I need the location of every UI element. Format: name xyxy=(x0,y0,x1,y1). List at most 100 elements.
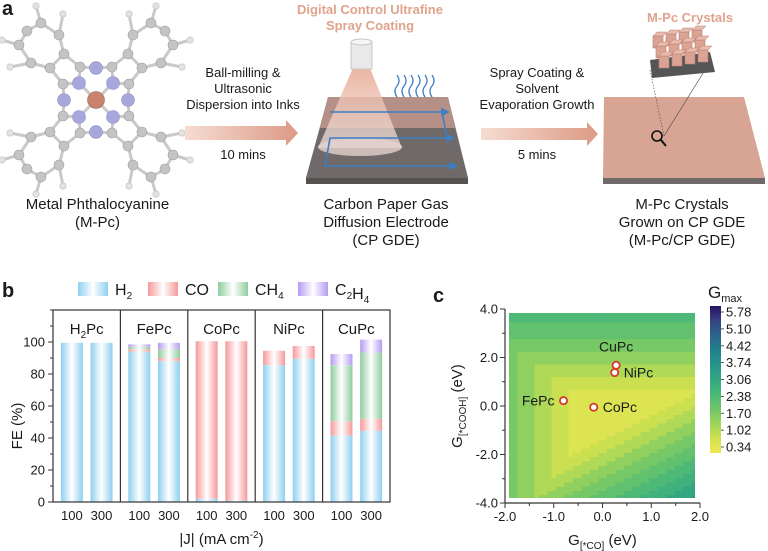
heatmap-cell xyxy=(636,342,642,348)
heatmap-cell xyxy=(636,422,642,428)
heatmap-cell xyxy=(534,346,540,352)
heatmap-cell xyxy=(632,389,638,394)
heatmap-cell xyxy=(513,401,519,407)
heatmap-cell xyxy=(509,321,515,327)
heatmap-cell xyxy=(644,465,650,470)
legend-swatch-co xyxy=(148,282,178,296)
heatmap-cell xyxy=(678,494,684,498)
heatmap-cell xyxy=(547,431,553,437)
heatmap-cell xyxy=(666,351,671,356)
heatmap-cell xyxy=(653,448,659,453)
heatmap-cell xyxy=(589,490,595,496)
heatmap-cell xyxy=(564,481,570,487)
heatmap-cell xyxy=(598,380,604,386)
heatmap-cell xyxy=(509,431,515,437)
heatmap-cell xyxy=(623,443,629,449)
heatmap-cell xyxy=(555,486,561,491)
heatmap-cell xyxy=(530,380,536,386)
bar-segment-ch4 xyxy=(128,346,151,350)
heatmap-cell xyxy=(551,477,557,483)
heatmap-cell xyxy=(517,363,523,369)
heatmap-cell xyxy=(653,486,659,491)
heatmap-cell xyxy=(615,448,621,453)
point-label-fepc: FePc xyxy=(522,393,555,409)
heatmap-cell xyxy=(534,368,540,373)
heatmap-cell xyxy=(644,414,650,420)
heatmap-cell xyxy=(572,363,578,369)
heatmap-cell xyxy=(560,330,565,335)
heatmap-cell xyxy=(661,346,667,352)
heatmap-cell xyxy=(581,317,587,323)
crystal-cube-top xyxy=(652,31,668,37)
hydrogen-atom xyxy=(32,2,40,10)
heatmap-cell xyxy=(543,372,548,378)
heatmap-cell xyxy=(623,477,629,483)
heatmap-cell xyxy=(585,363,591,369)
heatmap-cell xyxy=(509,490,515,496)
heatmap-cell xyxy=(653,410,659,416)
heatmap-cell xyxy=(610,393,616,399)
heatmap-cell xyxy=(517,477,523,483)
heatmap-cell xyxy=(674,389,680,394)
heatmap-cell xyxy=(670,380,676,386)
heatmap-cell xyxy=(657,346,663,352)
heatmap-cell xyxy=(602,481,608,487)
heatmap-cell xyxy=(577,401,582,407)
heatmap-cell xyxy=(543,355,548,361)
heatmap-cell xyxy=(627,372,633,378)
heatmap-cell xyxy=(644,473,650,479)
heatmap-cell xyxy=(589,414,595,420)
heatmap-cell xyxy=(581,418,587,424)
heatmap-cell xyxy=(543,494,548,498)
heatmap-cell xyxy=(649,330,654,335)
heatmap-cell xyxy=(598,486,604,491)
heatmap-cell xyxy=(538,448,544,453)
colorbar-tick-label: 2.38 xyxy=(726,389,751,404)
heatmap-cell xyxy=(572,481,578,487)
heatmap-cell xyxy=(687,342,693,348)
heatmap-cell xyxy=(683,460,688,466)
heatmap-cell xyxy=(674,313,680,319)
heatmap-cell xyxy=(589,448,595,453)
heatmap-cell xyxy=(615,346,621,352)
heatmap-cell xyxy=(602,486,608,491)
heatmap-cell xyxy=(538,368,544,373)
heatmap-cell xyxy=(602,418,608,424)
heatmap-cell xyxy=(568,346,574,352)
heatmap-cell xyxy=(627,342,633,348)
step1-description: Ball-milling & Ultrasonic Dispersion int… xyxy=(168,65,318,113)
heatmap-cell xyxy=(577,389,582,394)
heatmap-cell xyxy=(526,401,532,407)
heatmap-cell xyxy=(687,494,693,498)
colorbar-tick-label: 0.34 xyxy=(726,440,751,455)
carbon-atom xyxy=(167,149,179,161)
heatmap-cell xyxy=(594,393,599,399)
heatmap-cell xyxy=(555,351,561,356)
heatmap-cell xyxy=(521,325,527,331)
point-label-nipc: NiPc xyxy=(624,365,654,381)
heatmap-cell xyxy=(649,460,654,466)
heatmap-cell xyxy=(627,363,633,369)
heatmap-cell xyxy=(568,435,574,441)
heatmap-cell xyxy=(696,436,701,441)
heatmap-cell xyxy=(509,359,510,365)
heatmap-cell xyxy=(509,494,510,498)
heatmap-cell xyxy=(606,486,612,491)
heatmap-cell xyxy=(543,427,548,432)
heatmap-cell xyxy=(594,368,599,373)
heatmap-cell xyxy=(640,477,646,483)
heatmap-cell xyxy=(619,490,625,496)
heatmap-cell xyxy=(517,486,523,491)
heatmap-cell xyxy=(509,313,510,314)
heatmap-cell xyxy=(564,460,570,466)
heatmap-cell xyxy=(606,427,612,432)
heatmap-cell xyxy=(555,342,561,348)
heatmap-cell xyxy=(555,325,561,331)
heatmap-cell xyxy=(534,359,540,365)
heatmap-cell xyxy=(509,469,510,475)
heatmap-cell xyxy=(517,406,523,411)
heatmap-cell xyxy=(585,380,591,386)
heatmap-cell xyxy=(585,481,591,487)
heatmap-cell xyxy=(670,481,676,487)
heatmap-cell xyxy=(619,330,625,335)
